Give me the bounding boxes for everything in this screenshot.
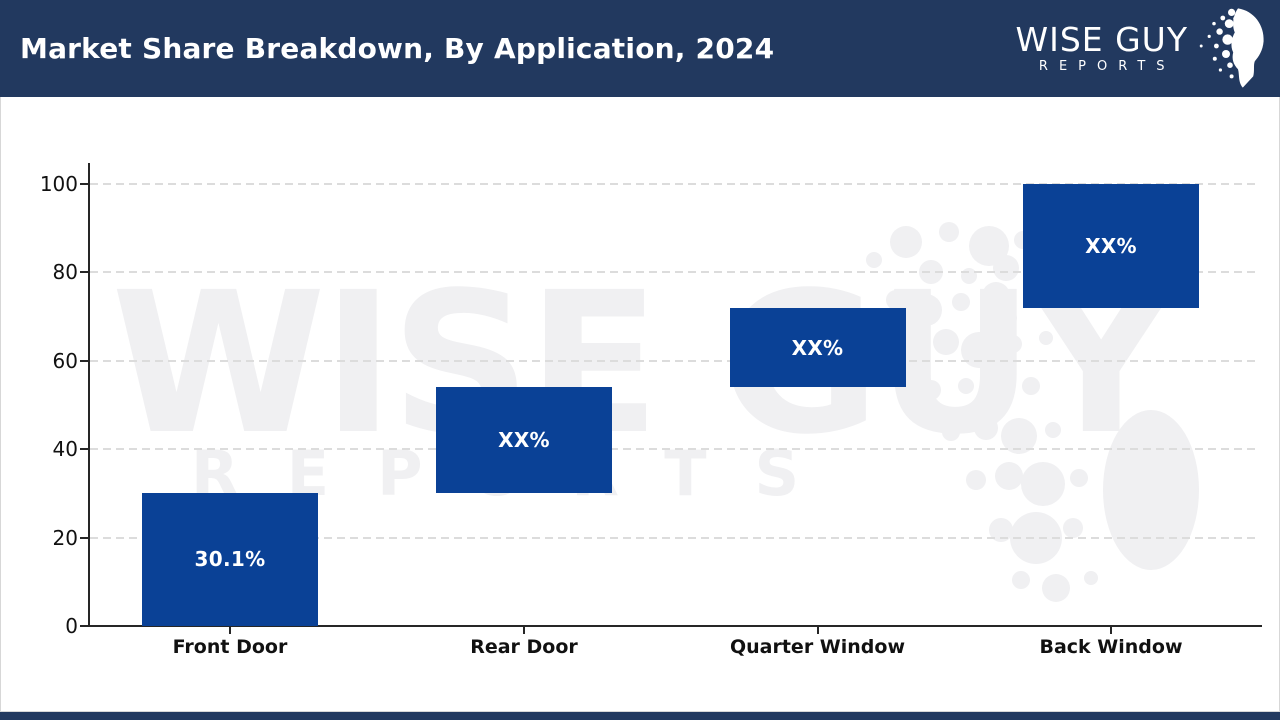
y-axis-line — [88, 163, 90, 627]
y-tick-label: 100 — [39, 172, 78, 196]
logo-text: WISE GUY REPORTS — [1015, 19, 1188, 75]
y-tick-mark — [80, 271, 89, 274]
footer-bar — [0, 712, 1280, 720]
x-tick-mark — [1110, 627, 1112, 634]
page-title: Market Share Breakdown, By Application, … — [20, 32, 775, 65]
x-tick-mark — [229, 627, 231, 634]
bar-value-label: XX% — [498, 428, 550, 453]
x-axis-line — [88, 625, 1262, 627]
category-label-4: Back Window — [1039, 636, 1183, 658]
category-label-1: Front Door — [172, 636, 288, 658]
logo-subtext: REPORTS — [1038, 59, 1176, 75]
bar-front-door: 30.1% — [142, 492, 318, 626]
y-tick-label: 80 — [52, 260, 78, 285]
y-tick-mark — [80, 183, 89, 185]
logo-wordmark: WISE GUY — [1015, 19, 1188, 59]
category-label-3: Quarter Window — [729, 636, 906, 658]
category-label-2: Rear Door — [470, 636, 578, 658]
y-tick-label: 40 — [52, 437, 78, 462]
gridline-60 — [90, 359, 1257, 362]
gridline-40 — [90, 448, 1257, 451]
bar-rear-door: XX% — [436, 387, 612, 493]
y-tick-label: 20 — [52, 525, 78, 550]
x-tick-mark — [523, 627, 525, 634]
bar-quarter-window: XX% — [729, 307, 906, 388]
gridline-20 — [90, 536, 1257, 539]
x-tick-mark — [816, 627, 819, 634]
y-tick-mark — [80, 448, 89, 451]
y-tick-label: 0 — [65, 614, 78, 638]
logo-face-icon — [1199, 8, 1264, 88]
y-tick-mark — [80, 359, 89, 362]
gridline-80 — [90, 271, 1257, 274]
y-tick-mark — [80, 625, 89, 627]
header-bar: Market Share Breakdown, By Application, … — [0, 0, 1280, 97]
bar-back-window: XX% — [1023, 184, 1199, 308]
wiseguy-logo: WISE GUY REPORTS — [1015, 6, 1270, 90]
y-tick-mark — [80, 536, 89, 539]
bar-value-label: 30.1% — [194, 547, 266, 572]
y-tick-label: 60 — [52, 348, 78, 373]
bar-value-label: XX% — [791, 335, 844, 360]
bar-value-label: XX% — [1085, 233, 1137, 258]
gridline-100 — [90, 183, 1257, 185]
